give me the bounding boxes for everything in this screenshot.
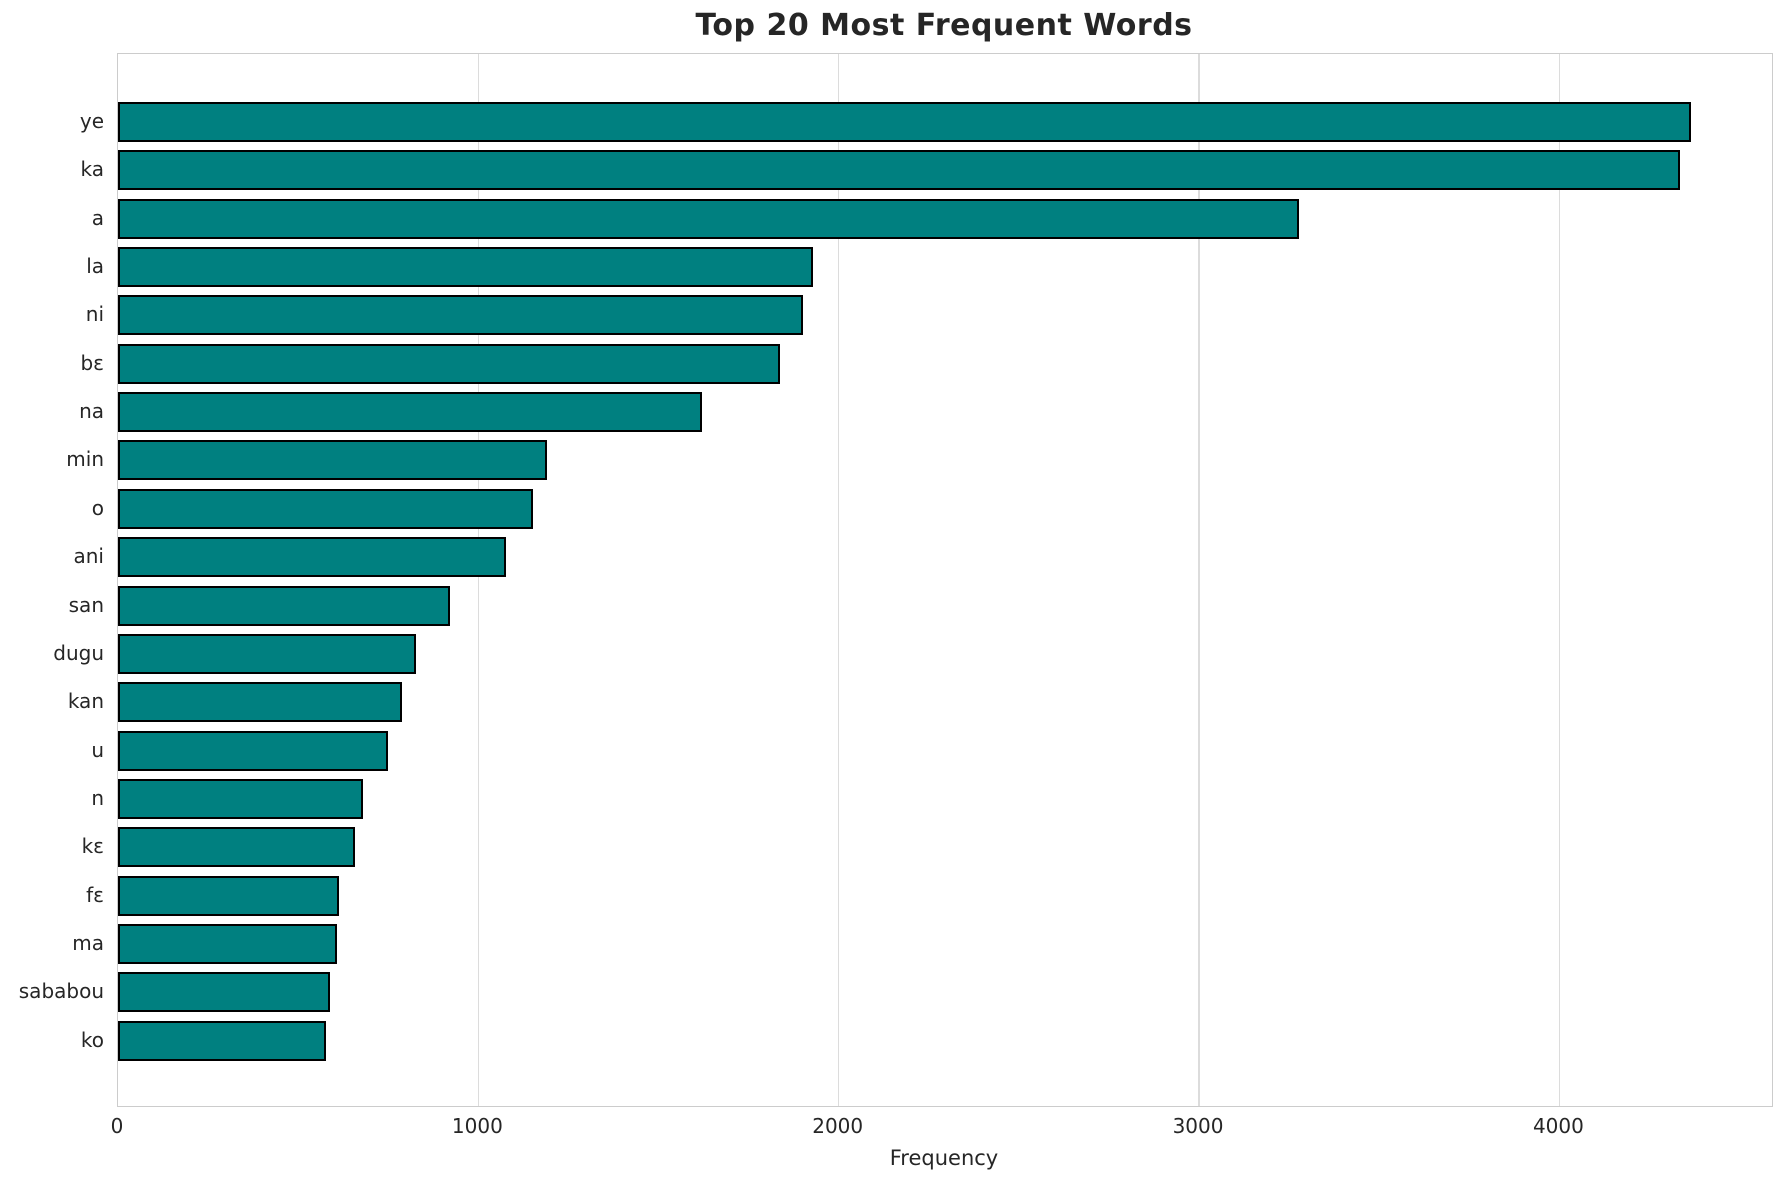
ytick-label-la: la xyxy=(86,254,104,279)
ytick-label-na: na xyxy=(79,399,104,424)
gridline-x-1000 xyxy=(477,54,480,1106)
ytick-label-bɛ: bɛ xyxy=(80,350,104,375)
bar-o xyxy=(118,488,534,529)
ytick-label-n: n xyxy=(91,785,104,810)
bar-ye xyxy=(118,102,1691,142)
ytick-label-o: o xyxy=(91,495,104,520)
ytick-label-ani: ani xyxy=(73,544,105,569)
bar-kan xyxy=(118,682,402,723)
bar-kɛ xyxy=(118,827,355,868)
x-axis-label: Frequency xyxy=(889,1146,999,1170)
ytick-label-kan: kan xyxy=(67,689,104,714)
bar-min xyxy=(118,440,547,481)
ytick-label-ye: ye xyxy=(79,109,104,133)
xtick-label-1000: 1000 xyxy=(451,1114,503,1138)
bar-la xyxy=(118,247,813,288)
ytick-label-ma: ma xyxy=(72,930,104,955)
xtick-label-0: 0 xyxy=(110,1114,124,1138)
ytick-label-san: san xyxy=(68,592,104,617)
ytick-label-kɛ: kɛ xyxy=(81,834,104,859)
bar-dugu xyxy=(118,633,416,674)
xtick-label-3000: 3000 xyxy=(1172,1114,1224,1138)
bar-ka xyxy=(118,150,1681,191)
ytick-label-ni: ni xyxy=(85,302,104,327)
bar-bɛ xyxy=(118,343,780,384)
plot-area xyxy=(117,53,1773,1107)
ytick-label-ko: ko xyxy=(80,1027,104,1052)
bar-san xyxy=(118,585,450,626)
gridline-x-4000 xyxy=(1558,54,1561,1106)
ytick-label-u: u xyxy=(91,737,104,762)
bar-na xyxy=(118,392,703,433)
ytick-label-fɛ: fɛ xyxy=(86,882,104,907)
bar-ni xyxy=(118,295,803,336)
gridline-x-3000 xyxy=(1198,54,1200,1106)
ytick-label-ka: ka xyxy=(80,157,105,182)
bar-ma xyxy=(118,923,338,964)
bar-u xyxy=(118,730,388,771)
ytick-label-dugu: dugu xyxy=(53,640,104,665)
bar-n xyxy=(118,778,364,819)
xtick-label-4000: 4000 xyxy=(1532,1114,1584,1138)
bar-a xyxy=(118,198,1299,239)
bar-ko xyxy=(118,1020,326,1061)
ytick-label-a: a xyxy=(91,205,104,230)
xtick-label-2000: 2000 xyxy=(812,1114,864,1138)
bar-ani xyxy=(118,537,507,578)
chart-title: Top 20 Most Frequent Words xyxy=(695,8,1193,43)
ytick-label-sababou: sababou xyxy=(18,979,104,1004)
gridline-x-2000 xyxy=(837,54,840,1106)
ytick-label-min: min xyxy=(66,447,104,472)
bar-sababou xyxy=(118,972,330,1013)
bar-fɛ xyxy=(118,875,339,916)
